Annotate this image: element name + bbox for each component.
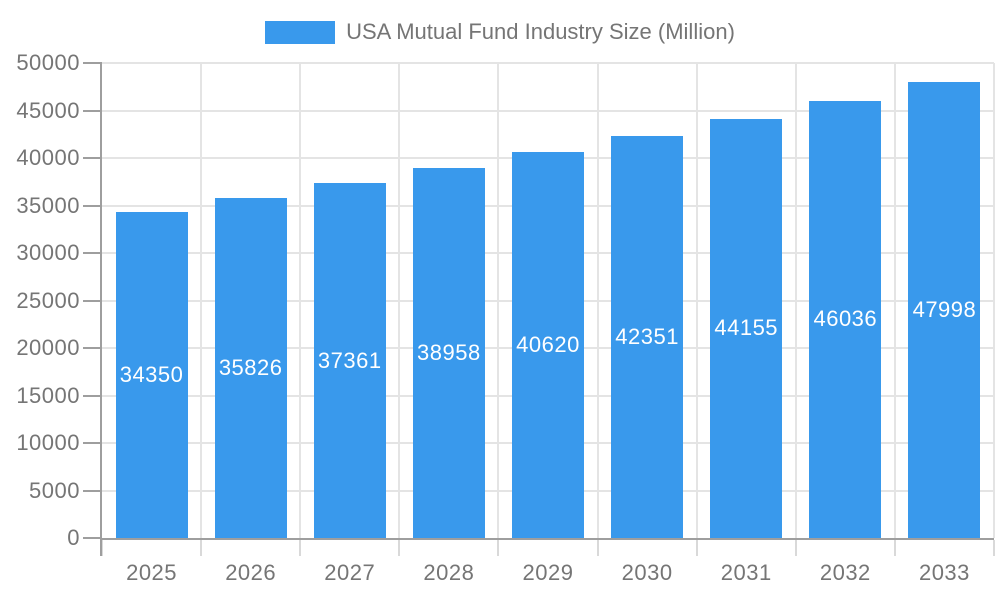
y-tick-label: 0 bbox=[67, 525, 80, 550]
y-axis-tick bbox=[83, 252, 102, 254]
legend-label: USA Mutual Fund Industry Size (Million) bbox=[346, 19, 735, 44]
y-axis-tick bbox=[83, 299, 102, 302]
bar-value-label: 47998 bbox=[912, 297, 977, 322]
y-axis-tick bbox=[83, 157, 102, 159]
y-tick-label: 35000 bbox=[16, 192, 80, 218]
x-axis-tick bbox=[695, 540, 698, 556]
x-axis-tick bbox=[299, 540, 302, 556]
gridline-vertical bbox=[596, 63, 599, 538]
y-axis-tick bbox=[83, 62, 102, 64]
y-axis-tick bbox=[83, 537, 102, 539]
bar-2028[interactable] bbox=[412, 167, 485, 538]
gridline-horizontal bbox=[102, 109, 994, 112]
x-axis-tick bbox=[398, 540, 401, 556]
bar-2033[interactable] bbox=[908, 82, 981, 538]
x-axis-tick bbox=[993, 540, 995, 556]
x-tick-label: 2029 bbox=[522, 560, 574, 585]
y-axis-tick bbox=[83, 347, 102, 349]
y-axis-tick bbox=[83, 204, 102, 207]
x-axis-tick bbox=[200, 540, 203, 556]
bar-value-label: 44155 bbox=[714, 315, 779, 341]
y-tick-label: 25000 bbox=[16, 287, 80, 313]
y-tick-label: 30000 bbox=[16, 240, 80, 265]
bar-value-label: 37361 bbox=[317, 347, 382, 373]
y-axis-tick bbox=[83, 489, 102, 492]
y-tick-label: 20000 bbox=[16, 335, 80, 360]
bar-2027[interactable] bbox=[313, 183, 386, 538]
gridline-horizontal bbox=[102, 62, 994, 64]
gridline-vertical bbox=[200, 63, 203, 538]
bar-2029[interactable] bbox=[512, 152, 584, 538]
bar-2026[interactable] bbox=[214, 197, 287, 538]
gridline-vertical bbox=[497, 63, 500, 538]
y-axis-tick bbox=[83, 442, 102, 444]
bar-value-label: 42351 bbox=[615, 323, 679, 349]
x-axis-tick bbox=[497, 540, 500, 556]
x-axis-tick bbox=[794, 540, 797, 556]
x-axis-tick bbox=[596, 540, 599, 556]
x-tick-label: 2026 bbox=[225, 560, 277, 585]
legend-swatch bbox=[265, 20, 336, 44]
y-tick-label: 5000 bbox=[29, 477, 80, 503]
gridline-vertical bbox=[695, 63, 698, 538]
bar-value-label: 35826 bbox=[218, 354, 283, 380]
y-axis-line bbox=[100, 63, 102, 556]
x-tick-label: 2030 bbox=[621, 560, 673, 585]
x-tick-label: 2028 bbox=[423, 560, 475, 585]
bar-value-label: 40620 bbox=[516, 332, 580, 358]
x-axis-tick bbox=[101, 540, 103, 556]
x-tick-label: 2031 bbox=[720, 560, 772, 585]
gridline-vertical bbox=[893, 63, 896, 538]
x-tick-label: 2027 bbox=[324, 560, 376, 585]
bar-2030[interactable] bbox=[611, 135, 684, 538]
bar-2032[interactable] bbox=[809, 100, 882, 538]
gridline-vertical bbox=[299, 63, 302, 538]
y-axis-tick bbox=[83, 109, 102, 112]
y-tick-label: 40000 bbox=[16, 145, 80, 170]
bar-2025[interactable] bbox=[115, 211, 188, 538]
bar-value-label: 46036 bbox=[813, 306, 878, 332]
bar-value-label: 38958 bbox=[417, 339, 481, 365]
x-axis-tick bbox=[893, 540, 896, 556]
bar-2031[interactable] bbox=[710, 118, 783, 538]
bar-value-label: 34350 bbox=[119, 361, 184, 387]
gridline-vertical bbox=[794, 63, 797, 538]
chart-legend[interactable]: USA Mutual Fund Industry Size (Million) bbox=[0, 19, 1000, 45]
gridline-vertical bbox=[993, 63, 995, 538]
x-tick-label: 2032 bbox=[819, 560, 871, 585]
y-tick-label: 10000 bbox=[16, 430, 80, 455]
gridline-vertical bbox=[398, 63, 401, 538]
y-tick-label: 15000 bbox=[16, 382, 80, 408]
y-axis-tick bbox=[83, 394, 102, 397]
y-tick-label: 50000 bbox=[16, 50, 80, 75]
x-tick-label: 2033 bbox=[918, 560, 970, 585]
x-tick-label: 2025 bbox=[126, 560, 178, 585]
y-tick-label: 45000 bbox=[16, 97, 80, 123]
x-axis-line bbox=[100, 538, 994, 540]
